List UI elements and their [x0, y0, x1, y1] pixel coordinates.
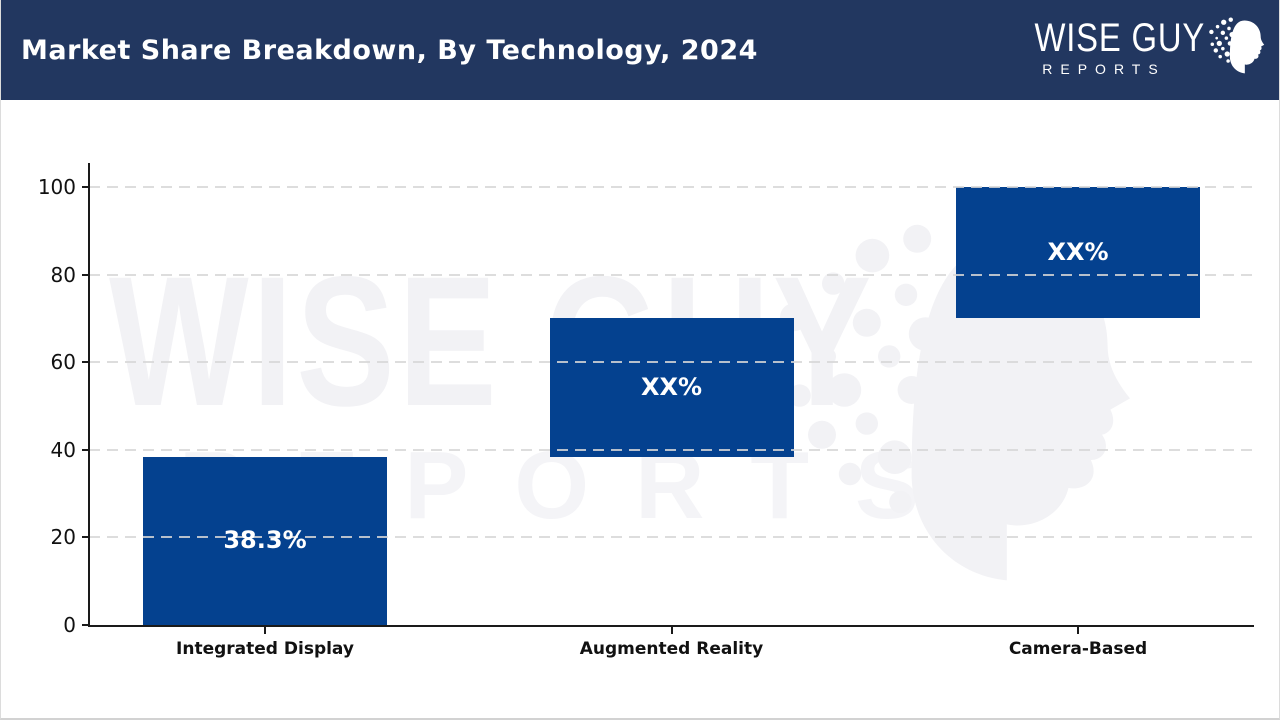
logo-face-icon: [1209, 17, 1265, 74]
bar-value-label-1: XX%: [640, 372, 703, 401]
gridline-60: [89, 361, 1253, 364]
x-tick-label-1: Augmented Reality: [579, 639, 764, 659]
x-tick-label-2: Camera-Based: [1008, 639, 1148, 659]
y-tick-label-20: 20: [50, 525, 76, 550]
logo-primary-text: WISE GUY: [1034, 16, 1205, 60]
gridline-20: [89, 536, 1253, 539]
chart: 0 20 40 60 80 100 38.3% Integrated Display XX% Au…: [1, 100, 1279, 718]
logo-secondary-text: REPORTS: [1042, 61, 1166, 77]
y-axis-line: [88, 163, 90, 627]
bar-value-label-2: XX%: [1047, 237, 1109, 266]
bar-1: [549, 318, 794, 458]
logo-text: WISE GUY REPORTS: [997, 18, 1205, 77]
bar-0: [143, 457, 387, 625]
header-bar: Market Share Breakdown, By Technology, 2…: [1, 0, 1279, 100]
watermark-face-icon: [780, 224, 1130, 581]
y-tick-mark-0: [82, 624, 89, 626]
wiseguy-logo: WISE GUY REPORTS: [1008, 4, 1273, 96]
y-tick-mark-80: [82, 273, 89, 276]
y-tick-label-80: 80: [50, 262, 76, 287]
x-tick-mark-1: [670, 627, 673, 634]
page-title: Market Share Breakdown, By Technology, 2…: [21, 34, 758, 66]
x-tick-mark-2: [1077, 627, 1079, 634]
y-tick-label-0: 0: [63, 613, 76, 637]
gridline-40: [89, 448, 1253, 451]
x-tick-mark-0: [264, 627, 266, 634]
y-tick-label-100: 100: [37, 175, 76, 199]
bar-2: [956, 187, 1200, 319]
x-axis-line: [88, 625, 1254, 627]
y-tick-mark-20: [82, 536, 89, 539]
y-tick-label-60: 60: [50, 350, 76, 375]
x-tick-label-0: Integrated Display: [176, 639, 354, 659]
y-tick-label-40: 40: [50, 437, 76, 462]
gridline-100: [89, 186, 1253, 188]
bar-value-label-0: 38.3%: [223, 526, 307, 555]
y-tick-mark-100: [82, 186, 89, 188]
y-tick-mark-40: [82, 448, 89, 451]
gridline-80: [89, 273, 1253, 276]
y-tick-mark-60: [82, 361, 89, 364]
